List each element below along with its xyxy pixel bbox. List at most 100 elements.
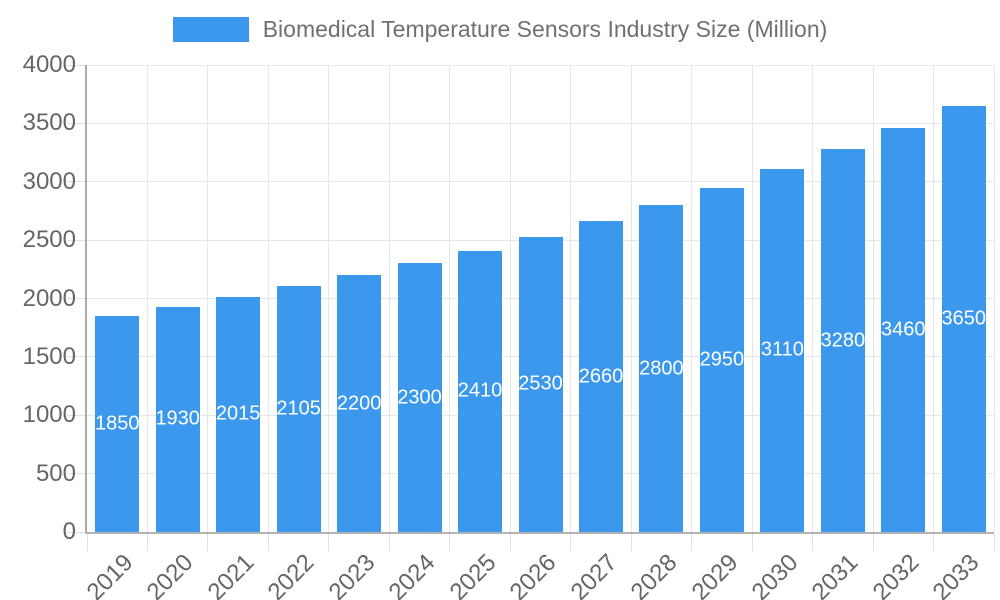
gridline-vertical <box>328 65 330 532</box>
bar-value-label: 2530 <box>518 372 563 395</box>
x-tick <box>328 534 330 551</box>
x-tick <box>449 534 451 551</box>
x-axis-label: 2033 <box>928 549 985 600</box>
plot-area: 1850 1930 2015 2105 2200 2300 2410 2530 2660 2800… <box>67 64 995 551</box>
gridline-vertical <box>570 65 572 532</box>
gridline-vertical <box>509 65 511 532</box>
bar[interactable]: 2800 <box>639 205 684 532</box>
bar-value-label: 3280 <box>820 329 866 352</box>
gridline-vertical <box>267 65 269 532</box>
bar[interactable]: 2530 <box>518 236 563 532</box>
gridline-vertical <box>388 65 390 532</box>
y-axis-label: 1000 <box>22 401 76 429</box>
x-tick <box>630 534 632 551</box>
gridline-vertical <box>691 65 693 532</box>
bar[interactable]: 2410 <box>457 250 503 532</box>
x-axis-label: 2025 <box>444 549 502 600</box>
x-tick <box>933 534 935 551</box>
bar[interactable]: 1930 <box>155 306 200 532</box>
x-axis-label: 2021 <box>202 549 260 600</box>
x-axis-label: 2032 <box>867 549 925 600</box>
x-axis-label: 2031 <box>807 549 864 600</box>
gridline-vertical <box>993 65 995 532</box>
x-tick <box>993 534 995 551</box>
x-axis-label: 2019 <box>81 549 139 600</box>
bar-value-label: 1930 <box>155 407 200 430</box>
x-tick <box>267 534 269 551</box>
x-axis-label: 2027 <box>565 549 623 600</box>
bar-value-label: 2015 <box>215 402 261 425</box>
x-tick <box>207 534 209 551</box>
y-axis-label: 2500 <box>22 226 76 254</box>
bar[interactable]: 2015 <box>215 296 261 532</box>
y-tick <box>67 356 85 358</box>
bar[interactable]: 3280 <box>821 149 865 532</box>
bar-value-label: 2800 <box>639 357 684 380</box>
gridline-horizontal <box>87 181 994 183</box>
y-tick <box>67 298 85 299</box>
x-tick <box>146 534 148 551</box>
y-axis-label: 4000 <box>22 51 76 78</box>
legend-label[interactable]: Biomedical Temperature Sensors Industry … <box>262 16 828 42</box>
x-axis-label: 2026 <box>504 549 562 600</box>
bar[interactable]: 2950 <box>699 187 745 532</box>
y-axis-label: 1500 <box>22 342 76 370</box>
bar[interactable]: 3110 <box>760 168 805 532</box>
y-tick <box>67 414 85 416</box>
y-tick <box>67 122 85 124</box>
y-axis-label: 3500 <box>22 109 76 137</box>
gridline-vertical <box>933 65 935 532</box>
gridline-vertical <box>146 65 148 532</box>
bar[interactable]: 2300 <box>397 263 442 532</box>
x-tick <box>509 534 511 551</box>
gridline-horizontal <box>87 64 994 66</box>
bar[interactable]: 1850 <box>95 316 139 532</box>
y-tick <box>67 473 85 475</box>
legend-swatch[interactable] <box>172 17 249 42</box>
bar[interactable]: 2200 <box>337 275 381 532</box>
gridline-vertical <box>449 65 451 532</box>
x-axis-label: 2020 <box>141 549 199 600</box>
x-tick <box>691 534 693 551</box>
bar[interactable]: 3650 <box>941 105 987 532</box>
y-tick <box>67 181 85 183</box>
bar[interactable]: 3460 <box>881 128 926 532</box>
x-axis-label: 2030 <box>746 549 804 600</box>
bar-value-label: 2300 <box>397 386 442 409</box>
x-tick <box>872 534 874 551</box>
x-axis-line <box>85 532 994 534</box>
y-axis-label: 500 <box>35 459 76 487</box>
y-tick <box>67 64 85 66</box>
x-tick <box>812 534 814 551</box>
x-tick <box>86 534 88 551</box>
y-axis-line <box>85 65 87 534</box>
bar[interactable]: 2660 <box>579 221 623 532</box>
y-tick <box>67 239 85 241</box>
gridline-vertical <box>872 65 874 532</box>
y-axis-label: 3000 <box>22 167 76 195</box>
y-axis-label: 0 <box>62 518 76 545</box>
bar-value-label: 2200 <box>336 392 382 415</box>
gridline-vertical <box>630 65 632 532</box>
x-tick <box>570 534 572 551</box>
bar-value-label: 1850 <box>94 412 140 435</box>
x-axis-label: 2023 <box>323 549 381 600</box>
x-axis-label: 2022 <box>262 549 320 600</box>
y-tick <box>67 531 85 533</box>
bar-value-label: 2950 <box>699 348 745 371</box>
x-axis-label: 2024 <box>383 549 441 600</box>
bar-value-label: 2105 <box>276 397 321 420</box>
gridline-vertical <box>207 65 209 532</box>
bar-value-label: 3460 <box>881 318 926 341</box>
bar[interactable]: 2105 <box>276 286 321 532</box>
bar-value-label: 3650 <box>941 307 987 330</box>
bar-value-label: 3110 <box>760 338 804 361</box>
gridline-vertical <box>812 65 814 532</box>
gridline-horizontal <box>87 122 994 124</box>
bar-value-label: 2660 <box>578 365 624 388</box>
legend[interactable]: Biomedical Temperature Sensors Industry … <box>0 16 1000 43</box>
y-axis-label: 2000 <box>22 284 76 312</box>
gridline-vertical <box>751 65 753 532</box>
bar-value-label: 2410 <box>457 379 503 402</box>
